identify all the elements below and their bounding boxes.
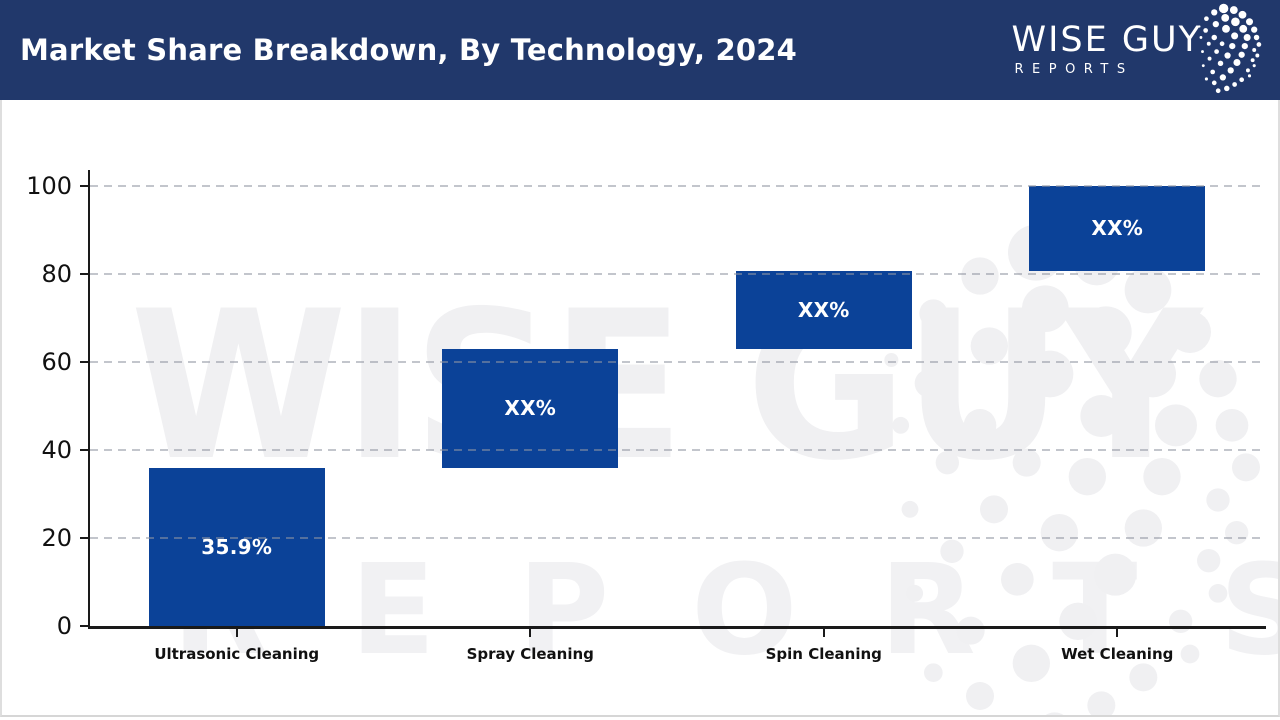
y-tick-label-60: 60 — [41, 348, 72, 376]
y-tick-label-40: 40 — [41, 436, 72, 464]
x-category-label: Ultrasonic Cleaning — [154, 645, 320, 663]
x-tick-3 — [822, 629, 825, 637]
bar-value-label: XX% — [504, 396, 557, 421]
x-category-label: Wet Cleaning — [1061, 645, 1174, 663]
bar-segment: 35.9% — [148, 468, 325, 626]
gridline-60 — [90, 361, 1264, 363]
y-tick-100 — [80, 185, 88, 187]
logo-sub: REPORTS — [1014, 62, 1134, 77]
y-tick-40 — [80, 449, 88, 451]
gridline-40 — [90, 449, 1264, 451]
y-tick-60 — [80, 361, 88, 363]
x-category-label: Spray Cleaning — [466, 645, 594, 663]
page-title: Market Share Breakdown, By Technology, 2… — [20, 33, 798, 67]
gridline-80 — [90, 273, 1264, 275]
bar-segment: XX% — [735, 270, 912, 349]
watermark-reports-text: REPORTS — [172, 538, 1280, 683]
y-tick-label-100: 100 — [26, 171, 72, 200]
y-tick-label-80: 80 — [41, 260, 72, 288]
y-tick-label-0: 0 — [56, 612, 72, 640]
y-tick-0 — [80, 625, 88, 627]
dotted-face-profile-icon — [1186, 3, 1266, 97]
chart-canvas: WISE GUY REPORTS 0 20 40 60 80 100 35.9% Ultras… — [0, 100, 1280, 717]
wiseguy-logo: WISE GUY REPORTS — [1011, 3, 1266, 97]
logo-name: WISE GUY — [1011, 20, 1202, 60]
x-tick-1 — [235, 629, 238, 637]
x-axis-line — [88, 626, 1266, 629]
gridline-20 — [90, 537, 1264, 539]
logo-text: WISE GUY REPORTS — [1011, 20, 1202, 78]
x-category-label: Spin Cleaning — [765, 645, 882, 663]
plot-area: 0 20 40 60 80 100 35.9% Ultrasonic Cleaning XX% S… — [26, 170, 1266, 663]
bar-segment: XX% — [1029, 186, 1206, 271]
bar-value-label: XX% — [797, 297, 850, 322]
bar-value-label: XX% — [1091, 216, 1144, 241]
bar-segment: XX% — [442, 348, 619, 469]
x-tick-2 — [529, 629, 532, 637]
y-tick-80 — [80, 273, 88, 275]
y-axis-line — [88, 170, 90, 629]
header-bar: Market Share Breakdown, By Technology, 2… — [0, 0, 1280, 100]
bar-value-label: 35.9% — [201, 535, 273, 559]
y-tick-20 — [80, 537, 88, 539]
gridline-100 — [90, 185, 1264, 187]
y-tick-label-20: 20 — [41, 524, 72, 552]
x-tick-4 — [1116, 629, 1119, 637]
